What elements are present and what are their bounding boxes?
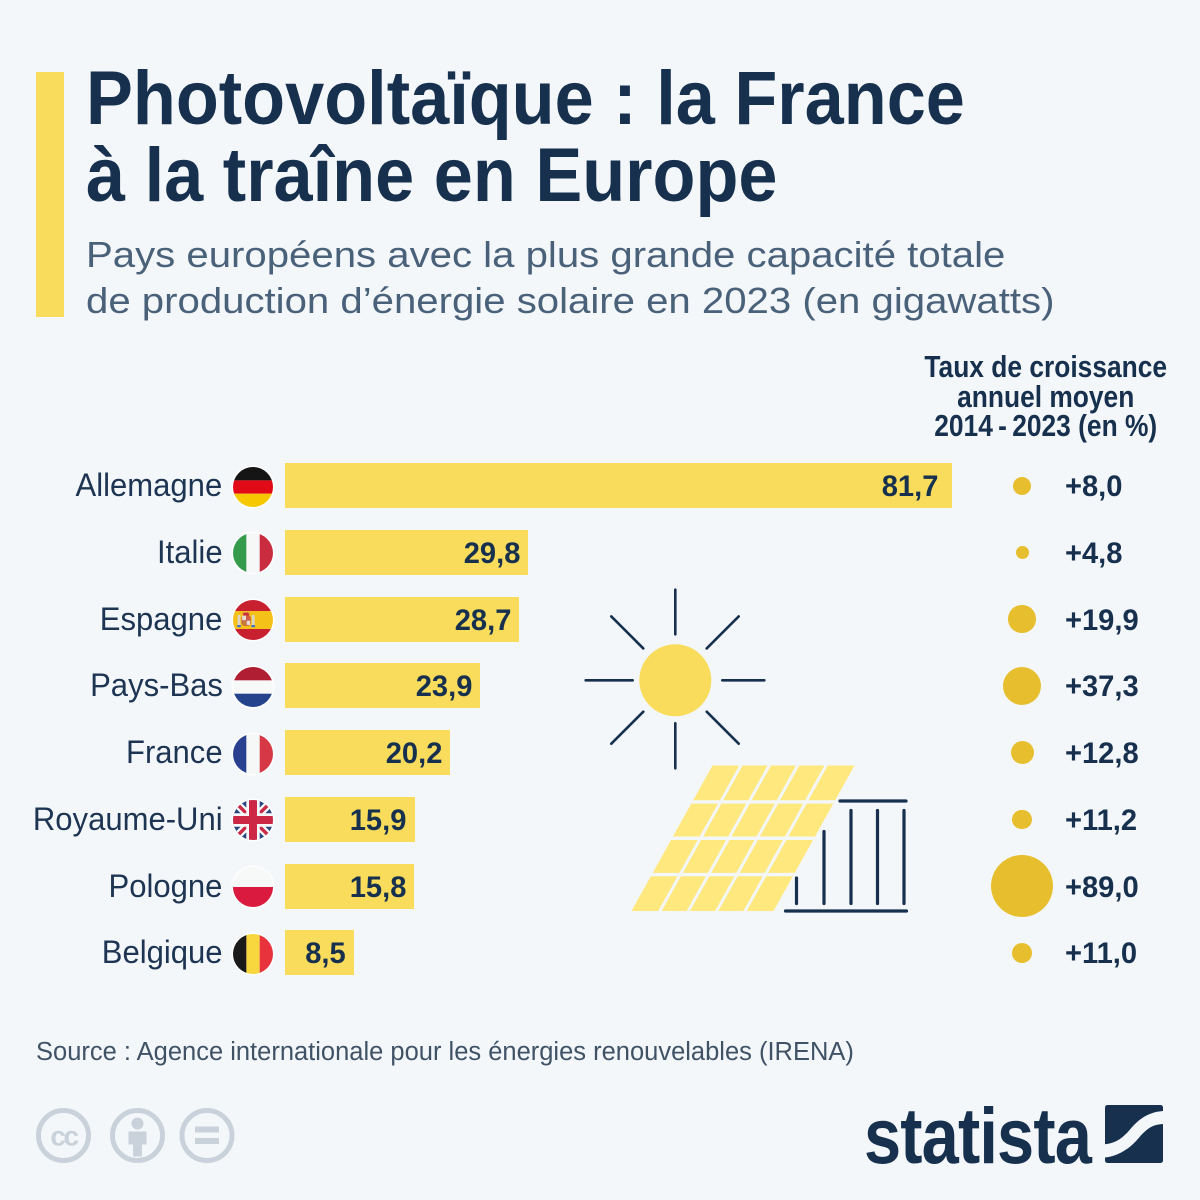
- svg-text:cc: cc: [50, 1121, 78, 1152]
